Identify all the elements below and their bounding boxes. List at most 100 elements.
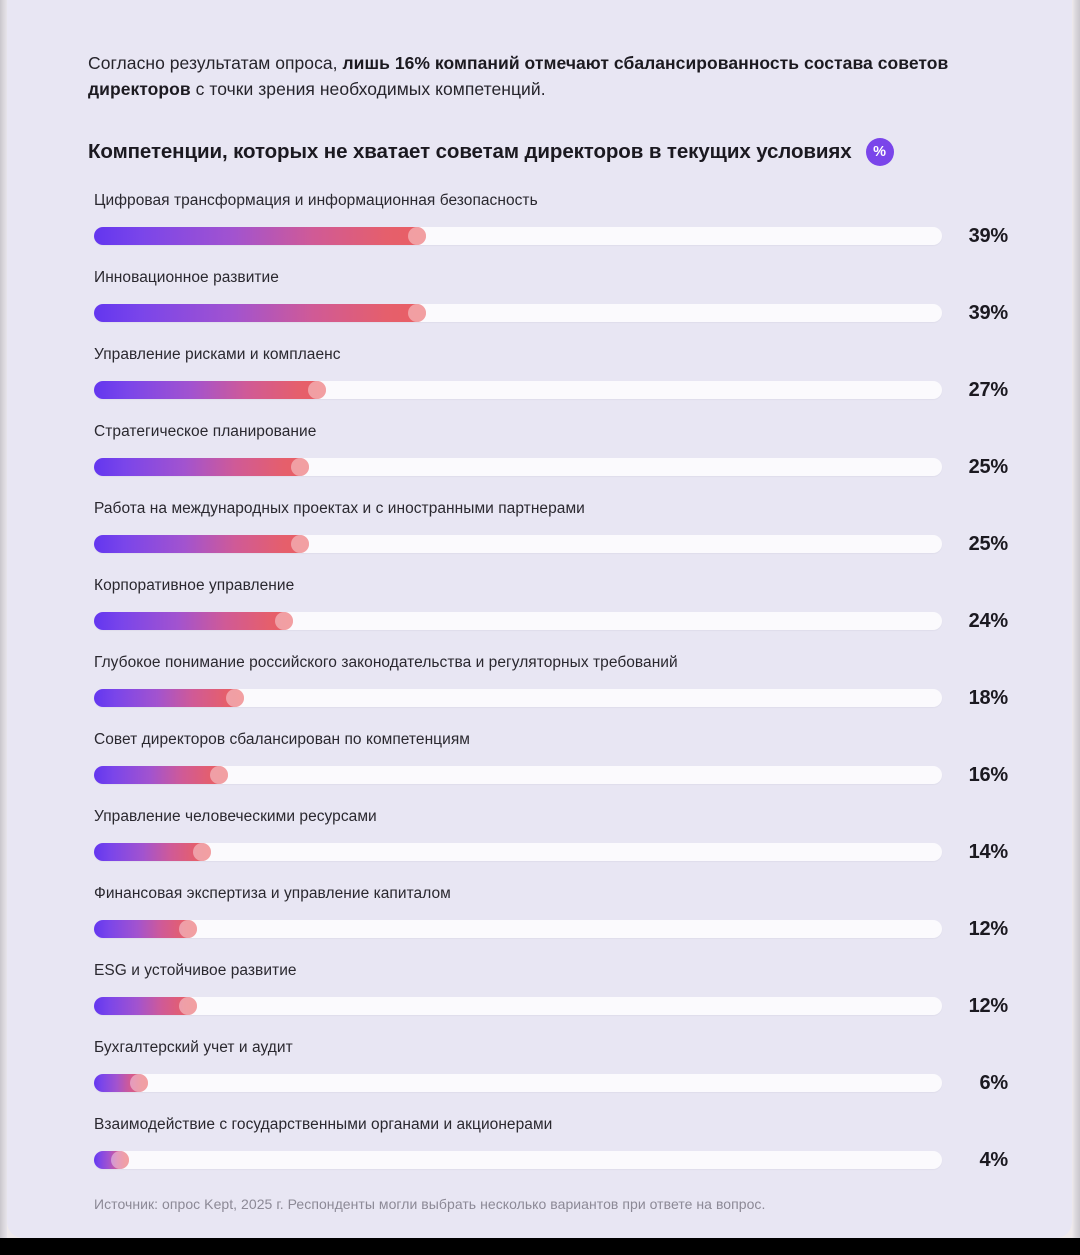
intro-text-part2: с точки зрения необходимых компетенций. — [190, 79, 546, 99]
bar-value-label: 24% — [968, 609, 1009, 632]
bar-track — [94, 227, 942, 245]
bar-row-label: Корпоративное управление — [94, 577, 295, 594]
bar-value-label: 16% — [968, 763, 1009, 786]
bar-row: Взаимодействие с государственными органа… — [88, 1115, 1008, 1192]
intro-paragraph: Согласно результатам опроса, лишь 16% ко… — [88, 50, 988, 102]
bar-value-label: 12% — [968, 917, 1009, 940]
bar-track — [94, 304, 942, 322]
bar-fill — [94, 997, 197, 1015]
bar-row-label: Бухгалтерский учет и аудит — [94, 1039, 293, 1056]
percent-badge-icon: % — [865, 138, 894, 166]
bar-row: ESG и устойчивое развитие 12% — [88, 961, 1008, 1038]
bar-line: 16% — [94, 758, 1008, 792]
bar-row: Цифровая трансформация и информационная … — [88, 191, 1008, 268]
bar-line: 12% — [94, 989, 1008, 1023]
bar-track — [94, 612, 942, 630]
bar-track — [94, 689, 942, 707]
bar-row-label: Глубокое понимание российского законодат… — [94, 654, 678, 671]
intro-text-part1: Согласно результатам опроса, — [88, 53, 343, 73]
bar-fill — [94, 612, 293, 630]
bar-end-cap-icon — [210, 766, 228, 784]
bar-row-label: Совет директоров сбалансирован по компет… — [94, 731, 470, 748]
bar-end-cap-icon — [179, 997, 197, 1015]
bar-fill — [94, 1151, 129, 1169]
bar-value-label: 14% — [968, 840, 1009, 863]
bar-end-cap-icon — [226, 689, 244, 707]
page-title: Компетенции, которых не хватает советам … — [88, 140, 852, 163]
bar-fill — [94, 227, 426, 245]
bar-line: 24% — [94, 604, 1008, 638]
bar-end-cap-icon — [408, 227, 426, 245]
bar-track — [94, 535, 942, 553]
bar-track — [94, 997, 942, 1015]
bar-row-label: Инновационное развитие — [94, 269, 279, 286]
intro-text-bold: лишь 16% компаний отмечают сбалансирован… — [88, 53, 949, 99]
bar-row-label: Работа на международных проектах и с ино… — [94, 500, 585, 517]
bar-row-label: ESG и устойчивое развитие — [94, 962, 297, 979]
bar-track — [94, 843, 942, 861]
bar-track — [94, 381, 942, 399]
bar-line: 25% — [94, 450, 1008, 484]
bar-value-label: 4% — [979, 1148, 1008, 1171]
bar-end-cap-icon — [291, 535, 309, 553]
bar-line: 18% — [94, 681, 1008, 715]
bar-fill — [94, 535, 309, 553]
bar-line: 39% — [94, 296, 1008, 330]
bar-fill — [94, 304, 426, 322]
bar-fill — [94, 689, 244, 707]
bar-end-cap-icon — [111, 1151, 129, 1169]
bar-row: Инновационное развитие 39% — [88, 268, 1008, 345]
bar-value-label: 18% — [968, 686, 1009, 709]
bar-row: Финансовая экспертиза и управление капит… — [88, 884, 1008, 961]
bar-line: 14% — [94, 835, 1008, 869]
bar-value-label: 39% — [968, 224, 1009, 247]
bar-row: Глубокое понимание российского законодат… — [88, 653, 1008, 730]
bar-value-label: 39% — [968, 301, 1009, 324]
bar-line: 6% — [94, 1066, 1008, 1100]
bar-row: Работа на международных проектах и с ино… — [88, 499, 1008, 576]
bar-end-cap-icon — [408, 304, 426, 322]
bar-row: Управление человеческими ресурсами 14% — [88, 807, 1008, 884]
bar-line: 12% — [94, 912, 1008, 946]
bar-fill — [94, 920, 197, 938]
bar-track — [94, 1074, 942, 1092]
bar-end-cap-icon — [179, 920, 197, 938]
section-heading: Компетенции, которых не хватает советам … — [88, 138, 988, 166]
left-edge-strip — [0, 0, 7, 1238]
bar-fill — [94, 381, 326, 399]
source-note: Источник: опрос Kept, 2025 г. Респондент… — [94, 1196, 766, 1212]
bar-end-cap-icon — [308, 381, 326, 399]
bar-end-cap-icon — [291, 458, 309, 476]
bar-value-label: 25% — [968, 455, 1009, 478]
bar-line: 4% — [94, 1143, 1008, 1177]
bar-row: Управление рисками и комплаенс 27% — [88, 345, 1008, 422]
bar-fill — [94, 1074, 148, 1092]
bar-track — [94, 920, 942, 938]
bottom-black-bar — [0, 1238, 1080, 1255]
bar-value-label: 6% — [979, 1071, 1008, 1094]
bar-row-label: Взаимодействие с государственными органа… — [94, 1116, 553, 1133]
bar-row: Совет директоров сбалансирован по компет… — [88, 730, 1008, 807]
bar-row: Бухгалтерский учет и аудит 6% — [88, 1038, 1008, 1115]
bar-value-label: 27% — [968, 378, 1009, 401]
bar-row: Стратегическое планирование 25% — [88, 422, 1008, 499]
bar-fill — [94, 843, 211, 861]
bar-row-label: Управление рисками и комплаенс — [94, 346, 341, 363]
bar-row-label: Финансовая экспертиза и управление капит… — [94, 885, 451, 902]
content-card: Согласно результатам опроса, лишь 16% ко… — [7, 0, 1072, 1238]
bar-track — [94, 766, 942, 784]
bar-row-label: Управление человеческими ресурсами — [94, 808, 377, 825]
bar-fill — [94, 458, 309, 476]
bar-value-label: 25% — [968, 532, 1009, 555]
bar-row: Корпоративное управление 24% — [88, 576, 1008, 653]
bar-end-cap-icon — [130, 1074, 148, 1092]
bar-end-cap-icon — [275, 612, 293, 630]
right-edge-strip — [1072, 0, 1080, 1238]
bar-row-label: Стратегическое планирование — [94, 423, 317, 440]
bar-line: 25% — [94, 527, 1008, 561]
bar-chart-rows: Цифровая трансформация и информационная … — [88, 191, 1008, 1192]
bar-track — [94, 1151, 942, 1169]
bar-end-cap-icon — [193, 843, 211, 861]
bar-row-label: Цифровая трансформация и информационная … — [94, 192, 538, 209]
